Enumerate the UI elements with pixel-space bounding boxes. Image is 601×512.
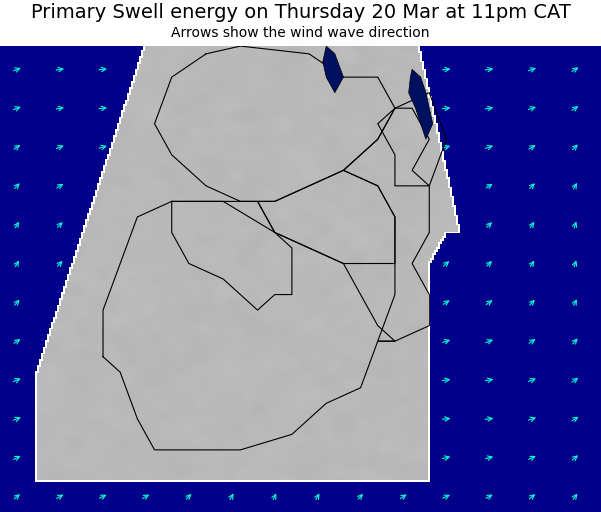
Text: Primary Swell energy on Thursday 20 Mar at 11pm CAT: Primary Swell energy on Thursday 20 Mar …: [31, 4, 570, 23]
Polygon shape: [409, 69, 433, 139]
Text: Arrows show the wind wave direction: Arrows show the wind wave direction: [171, 26, 430, 40]
Polygon shape: [323, 46, 343, 93]
